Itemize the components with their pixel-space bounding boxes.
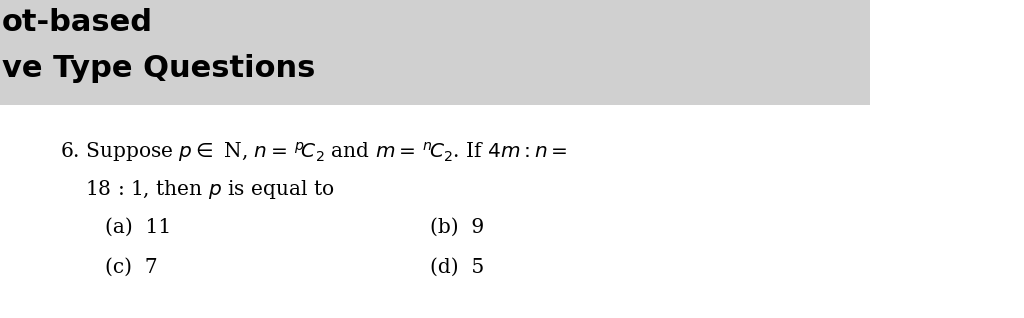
Text: ve Type Questions: ve Type Questions xyxy=(2,54,315,83)
Text: (c)  7: (c) 7 xyxy=(105,258,158,277)
Text: 6. Suppose $p \in$ N, $n =\, ^{p}\!C_{2}$ and $m =\, ^{n}\!C_{2}$. If $4m : n =$: 6. Suppose $p \in$ N, $n =\, ^{p}\!C_{2}… xyxy=(60,140,567,164)
Text: (b)  9: (b) 9 xyxy=(430,218,484,237)
Text: 18 : 1, then $p$ is equal to: 18 : 1, then $p$ is equal to xyxy=(85,178,334,201)
Bar xyxy=(0,0,870,105)
Text: (a)  11: (a) 11 xyxy=(105,218,171,237)
Text: ot-based: ot-based xyxy=(2,8,153,37)
Text: (d)  5: (d) 5 xyxy=(430,258,484,277)
